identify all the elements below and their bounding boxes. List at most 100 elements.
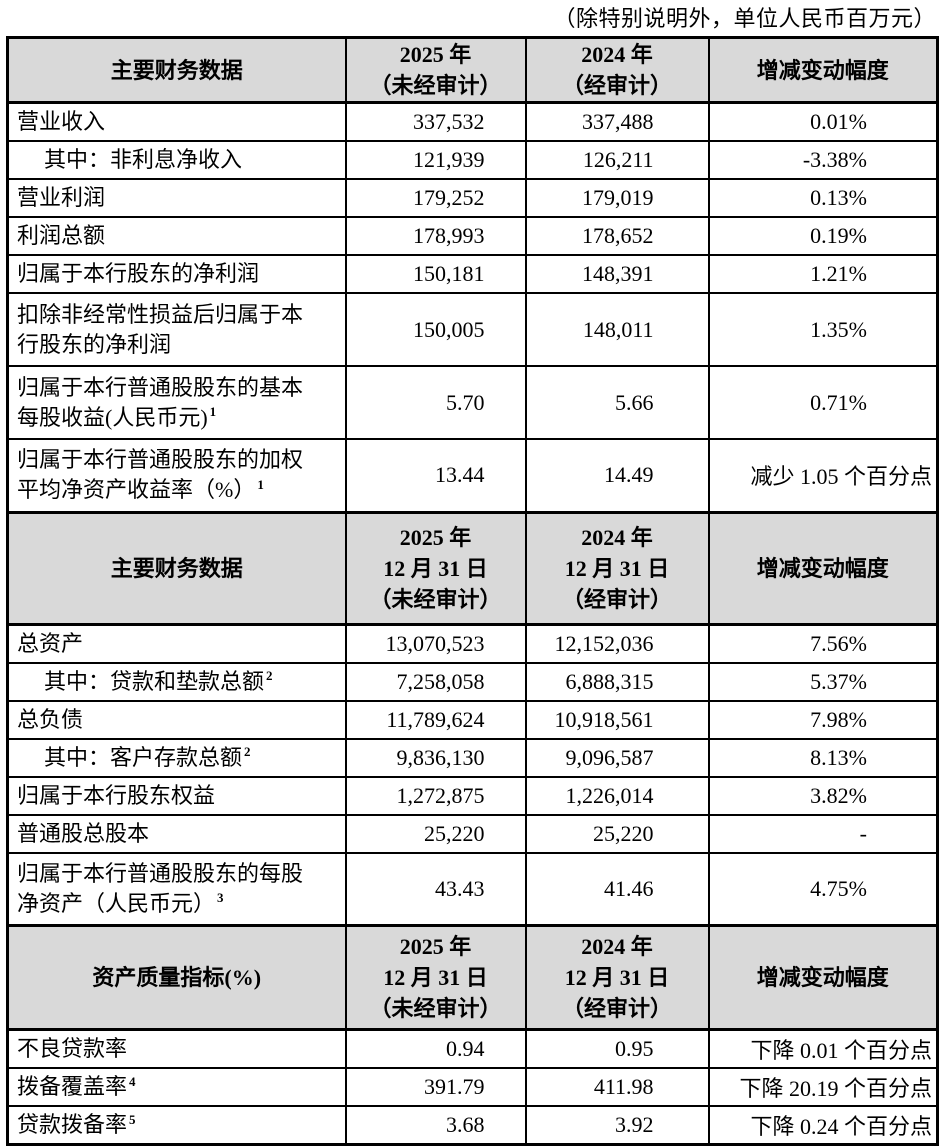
value-2025: 3.68 (344, 1105, 527, 1146)
section-header-row: 主要财务数据 2025 年 （未经审计） 2024 年 （经审计） 增减变动幅度 (6, 36, 939, 104)
table-row: 总负债 11,789,624 10,918,561 7.98% (6, 699, 939, 740)
row-label: 其中：客户存款总额 2 (6, 737, 347, 778)
change-value: 7.98% (707, 699, 939, 740)
row-label: 归属于本行普通股股东的每股净资产（人民币元） 3 (6, 851, 347, 927)
footnote-marker: 5 (129, 1111, 136, 1127)
footnote-marker: 1 (257, 476, 264, 492)
value-2025: 9,836,130 (344, 737, 527, 778)
table-row: 营业收入 337,532 337,488 0.01% (6, 101, 939, 142)
change-value: -3.38% (707, 140, 939, 180)
row-label: 普通股总股本 (6, 813, 347, 854)
value-2024: 9,096,587 (524, 737, 710, 778)
section-title: 主要财务数据 (6, 36, 347, 104)
change-value: 5.37% (707, 661, 939, 702)
value-2025: 11,789,624 (344, 699, 527, 740)
value-2024: 178,652 (524, 216, 710, 256)
value-2025: 391.79 (344, 1067, 527, 1107)
row-label: 拨备覆盖率 4 (6, 1067, 347, 1107)
value-2025: 43.43 (344, 851, 527, 927)
footnote-marker: 2 (266, 668, 273, 684)
value-2025: 7,258,058 (344, 661, 527, 702)
change-value: - (707, 813, 939, 854)
col-header-2025: 2025 年 （未经审计） (344, 36, 527, 104)
value-2024: 337,488 (524, 101, 710, 142)
table-row: 其中：非利息净收入 121,939 126,211 -3.38% (6, 140, 939, 180)
col-header-2024: 2024 年 （经审计） (524, 36, 710, 104)
value-2024: 126,211 (524, 140, 710, 180)
value-2024: 148,391 (524, 254, 710, 294)
section-title: 主要财务数据 (6, 510, 347, 626)
table-row: 贷款拨备率 5 3.68 3.92 下降 0.24 个百分点 (6, 1105, 939, 1146)
table-row: 利润总额 178,993 178,652 0.19% (6, 216, 939, 256)
col-header-2024: 2024 年 12 月 31 日 （经审计） (524, 510, 710, 626)
change-value: 1.35% (707, 292, 939, 367)
section-title: 资产质量指标(%) (6, 924, 347, 1031)
value-2024: 148,011 (524, 292, 710, 367)
row-label: 其中：贷款和垫款总额 2 (6, 661, 347, 702)
footnote-marker: 2 (244, 744, 251, 760)
row-label: 归属于本行股东权益 (6, 775, 347, 816)
value-2024: 41.46 (524, 851, 710, 927)
value-2025: 121,939 (344, 140, 527, 180)
value-2025: 178,993 (344, 216, 527, 256)
value-2024: 5.66 (524, 365, 710, 440)
value-2024: 411.98 (524, 1067, 710, 1107)
table-row: 其中：贷款和垫款总额 2 7,258,058 6,888,315 5.37% (6, 661, 939, 702)
row-label: 营业收入 (6, 101, 347, 142)
col-header-change: 增减变动幅度 (707, 510, 939, 626)
value-2025: 1,272,875 (344, 775, 527, 816)
change-value: 下降 20.19 个百分点 (707, 1067, 939, 1107)
value-2025: 179,252 (344, 178, 527, 218)
value-2025: 13.44 (344, 438, 527, 513)
col-header-change: 增减变动幅度 (707, 924, 939, 1031)
table-row: 归属于本行普通股股东的加权平均净资产收益率（%） 1 13.44 14.49 减少… (6, 438, 939, 513)
row-label: 不良贷款率 (6, 1028, 347, 1069)
change-value: 4.75% (707, 851, 939, 927)
footnote-marker: 3 (217, 890, 224, 906)
change-value: 0.71% (707, 365, 939, 440)
row-label: 扣除非经常性损益后归属于本行股东的净利润 (6, 292, 347, 367)
table-row: 归属于本行股东权益 1,272,875 1,226,014 3.82% (6, 775, 939, 816)
value-2025: 337,532 (344, 101, 527, 142)
value-2024: 10,918,561 (524, 699, 710, 740)
col-header-2025: 2025 年 12 月 31 日 （未经审计） (344, 510, 527, 626)
value-2024: 12,152,036 (524, 623, 710, 664)
footnote-marker: 1 (209, 404, 217, 420)
change-value: 0.13% (707, 178, 939, 218)
value-2024: 6,888,315 (524, 661, 710, 702)
financial-table: 主要财务数据 2025 年 （未经审计） 2024 年 （经审计） 增减变动幅度… (6, 36, 939, 1146)
change-value: 7.56% (707, 623, 939, 664)
row-label: 总负债 (6, 699, 347, 740)
footnote-marker: 4 (129, 1073, 136, 1089)
change-value: 0.01% (707, 101, 939, 142)
row-label: 营业利润 (6, 178, 347, 218)
table-row: 拨备覆盖率 4 391.79 411.98 下降 20.19 个百分点 (6, 1067, 939, 1107)
table-row: 营业利润 179,252 179,019 0.13% (6, 178, 939, 218)
value-2024: 14.49 (524, 438, 710, 513)
row-label: 贷款拨备率 5 (6, 1105, 347, 1146)
value-2024: 0.95 (524, 1028, 710, 1069)
value-2025: 0.94 (344, 1028, 527, 1069)
table-row: 归属于本行股东的净利润 150,181 148,391 1.21% (6, 254, 939, 294)
value-2024: 25,220 (524, 813, 710, 854)
value-2025: 150,181 (344, 254, 527, 294)
change-value: 减少 1.05 个百分点 (707, 438, 939, 513)
table-row: 归属于本行普通股股东的基本每股收益(人民币元) 1 5.70 5.66 0.71% (6, 365, 939, 440)
section-header-row: 资产质量指标(%) 2025 年 12 月 31 日 （未经审计） 2024 年… (6, 924, 939, 1031)
section-header-row: 主要财务数据 2025 年 12 月 31 日 （未经审计） 2024 年 12… (6, 510, 939, 626)
row-label: 其中：非利息净收入 (6, 140, 347, 180)
row-label: 利润总额 (6, 216, 347, 256)
col-header-2025: 2025 年 12 月 31 日 （未经审计） (344, 924, 527, 1031)
change-value: 1.21% (707, 254, 939, 294)
value-2024: 1,226,014 (524, 775, 710, 816)
change-value: 8.13% (707, 737, 939, 778)
value-2025: 5.70 (344, 365, 527, 440)
value-2025: 13,070,523 (344, 623, 527, 664)
col-header-2024: 2024 年 12 月 31 日 （经审计） (524, 924, 710, 1031)
table-row: 不良贷款率 0.94 0.95 下降 0.01 个百分点 (6, 1028, 939, 1069)
table-row: 归属于本行普通股股东的每股净资产（人民币元） 3 43.43 41.46 4.75… (6, 851, 939, 927)
row-label: 归属于本行股东的净利润 (6, 254, 347, 294)
change-value: 3.82% (707, 775, 939, 816)
table-row: 扣除非经常性损益后归属于本行股东的净利润 150,005 148,011 1.3… (6, 292, 939, 367)
value-2025: 25,220 (344, 813, 527, 854)
